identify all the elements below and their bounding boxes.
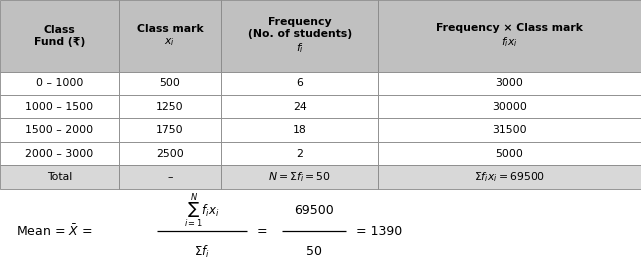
Text: 50: 50 bbox=[306, 245, 322, 258]
FancyBboxPatch shape bbox=[0, 72, 119, 95]
FancyBboxPatch shape bbox=[221, 72, 378, 95]
FancyBboxPatch shape bbox=[119, 0, 221, 72]
Text: =: = bbox=[256, 225, 267, 238]
FancyBboxPatch shape bbox=[378, 118, 641, 142]
Text: $N = \Sigma f_i = 50$: $N = \Sigma f_i = 50$ bbox=[268, 170, 331, 184]
Text: = 1390: = 1390 bbox=[356, 225, 402, 238]
Text: Frequency
(No. of students)
$f_i$: Frequency (No. of students) $f_i$ bbox=[247, 17, 352, 55]
Text: 6: 6 bbox=[296, 78, 303, 88]
FancyBboxPatch shape bbox=[0, 0, 119, 72]
Text: 500: 500 bbox=[160, 78, 180, 88]
Text: 1500 – 2000: 1500 – 2000 bbox=[25, 125, 94, 135]
Text: $\sum_{i=1}^{N} f_i x_i$: $\sum_{i=1}^{N} f_i x_i$ bbox=[184, 192, 220, 230]
FancyBboxPatch shape bbox=[221, 95, 378, 118]
FancyBboxPatch shape bbox=[119, 72, 221, 95]
FancyBboxPatch shape bbox=[221, 118, 378, 142]
FancyBboxPatch shape bbox=[221, 0, 378, 72]
FancyBboxPatch shape bbox=[119, 142, 221, 165]
FancyBboxPatch shape bbox=[378, 95, 641, 118]
Text: Total: Total bbox=[47, 172, 72, 182]
Text: 3000: 3000 bbox=[495, 78, 524, 88]
FancyBboxPatch shape bbox=[0, 118, 119, 142]
FancyBboxPatch shape bbox=[378, 72, 641, 95]
FancyBboxPatch shape bbox=[0, 165, 119, 189]
Text: Class mark
$x_i$: Class mark $x_i$ bbox=[137, 24, 203, 48]
Text: 30000: 30000 bbox=[492, 102, 527, 112]
Text: Class
Fund (₹): Class Fund (₹) bbox=[34, 25, 85, 47]
FancyBboxPatch shape bbox=[119, 118, 221, 142]
FancyBboxPatch shape bbox=[119, 165, 221, 189]
Text: $\Sigma f_i$: $\Sigma f_i$ bbox=[194, 244, 210, 260]
Text: 1750: 1750 bbox=[156, 125, 184, 135]
Text: 2500: 2500 bbox=[156, 149, 184, 159]
Text: 5000: 5000 bbox=[495, 149, 524, 159]
Text: –: – bbox=[167, 172, 172, 182]
FancyBboxPatch shape bbox=[221, 142, 378, 165]
FancyBboxPatch shape bbox=[378, 142, 641, 165]
FancyBboxPatch shape bbox=[378, 165, 641, 189]
Text: 2: 2 bbox=[296, 149, 303, 159]
FancyBboxPatch shape bbox=[0, 95, 119, 118]
FancyBboxPatch shape bbox=[221, 165, 378, 189]
Text: 0 – 1000: 0 – 1000 bbox=[36, 78, 83, 88]
Text: Frequency × Class mark
$f_ix_i$: Frequency × Class mark $f_ix_i$ bbox=[436, 23, 583, 49]
Text: 24: 24 bbox=[293, 102, 306, 112]
Text: 69500: 69500 bbox=[294, 204, 334, 217]
Text: 1000 – 1500: 1000 – 1500 bbox=[25, 102, 94, 112]
Text: Mean = $\bar{X}$ =: Mean = $\bar{X}$ = bbox=[16, 223, 92, 239]
Text: 31500: 31500 bbox=[492, 125, 527, 135]
Text: 1250: 1250 bbox=[156, 102, 184, 112]
Text: 18: 18 bbox=[293, 125, 306, 135]
FancyBboxPatch shape bbox=[378, 0, 641, 72]
Text: 2000 – 3000: 2000 – 3000 bbox=[25, 149, 94, 159]
FancyBboxPatch shape bbox=[119, 95, 221, 118]
Text: $\Sigma f_i x_i = 69500$: $\Sigma f_i x_i = 69500$ bbox=[474, 170, 545, 184]
FancyBboxPatch shape bbox=[0, 142, 119, 165]
